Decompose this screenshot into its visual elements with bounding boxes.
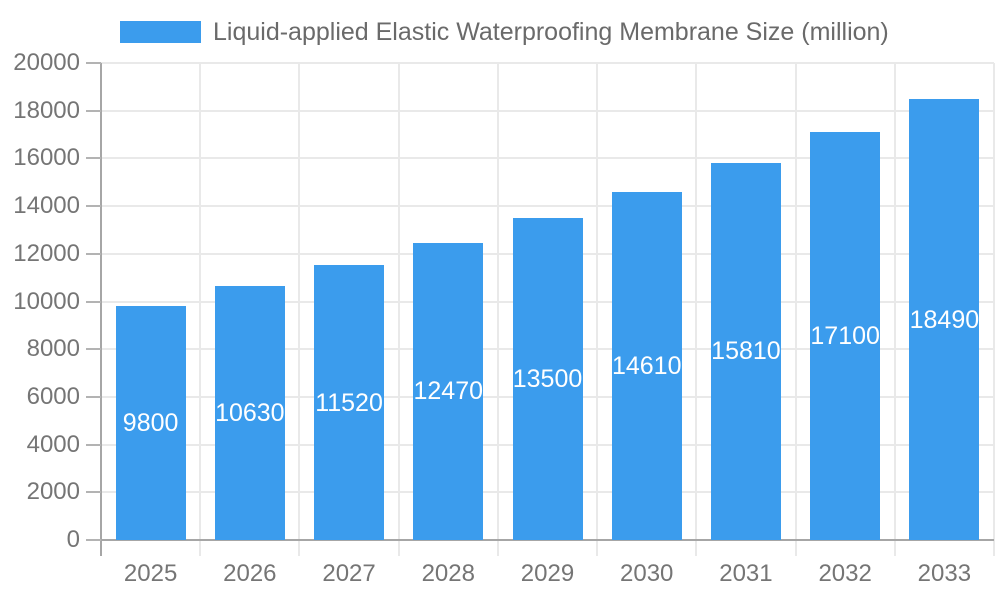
gridline-vertical <box>993 63 995 556</box>
y-tick-label: 4000 <box>26 430 80 458</box>
y-tick-label: 10000 <box>13 287 80 315</box>
y-tick-label: 8000 <box>26 335 80 363</box>
bar-value-label: 10630 <box>215 399 285 428</box>
bar <box>909 99 980 540</box>
y-tick-label: 18000 <box>13 96 80 124</box>
x-axis-line <box>86 539 994 541</box>
y-axis-tick <box>86 252 101 255</box>
gridline-vertical <box>298 63 301 556</box>
gridline-vertical <box>496 63 499 556</box>
x-tick-label: 2025 <box>123 560 178 587</box>
y-tick-label: 0 <box>66 526 80 553</box>
bar <box>214 286 285 540</box>
x-tick-label: 2027 <box>322 560 376 587</box>
bar-value-label: 17100 <box>810 322 880 351</box>
gridline-horizontal <box>101 62 994 64</box>
y-tick-label: 6000 <box>26 382 80 410</box>
y-tick-label: 14000 <box>13 192 80 220</box>
y-axis-tick <box>86 395 101 398</box>
gridline-vertical <box>794 63 797 556</box>
y-tick-label: 2000 <box>26 478 80 506</box>
x-tick-label: 2028 <box>421 560 475 587</box>
gridline-vertical <box>893 63 896 556</box>
y-tick-label: 12000 <box>13 239 80 267</box>
gridline-horizontal <box>101 157 994 160</box>
legend-label: Liquid-applied Elastic Waterproofing Mem… <box>213 18 889 46</box>
y-axis-tick <box>86 109 101 112</box>
y-axis-tick <box>86 491 101 494</box>
y-axis-tick <box>86 539 101 541</box>
gridline-vertical <box>199 63 202 556</box>
bar-value-label: 11520 <box>315 388 383 417</box>
y-axis-tick <box>86 157 101 160</box>
y-axis-tick <box>86 348 101 351</box>
y-axis-tick <box>86 62 101 64</box>
gridline-vertical <box>397 63 400 556</box>
bar-value-label: 18490 <box>909 305 980 334</box>
legend-item[interactable]: Liquid-applied Elastic Waterproofing Mem… <box>120 14 889 50</box>
bar <box>810 132 881 540</box>
y-tick-label: 20000 <box>13 49 80 76</box>
y-tick-label: 16000 <box>13 144 80 172</box>
x-tick-label: 2031 <box>719 560 773 587</box>
bar <box>314 265 385 540</box>
gridline-vertical <box>695 63 698 556</box>
y-axis-tick <box>86 300 101 303</box>
bar-value-label: 9800 <box>122 409 179 438</box>
legend-swatch <box>120 21 201 43</box>
bar-value-label: 14610 <box>611 351 682 380</box>
x-tick-label: 2029 <box>520 560 575 587</box>
bar <box>710 162 781 540</box>
y-axis-line <box>100 63 102 556</box>
bar <box>611 191 682 540</box>
bar <box>413 242 484 540</box>
gridline-vertical <box>596 63 599 556</box>
y-axis-tick <box>86 443 101 446</box>
bar-value-label: 15810 <box>711 337 781 366</box>
gridline-horizontal <box>101 205 994 208</box>
gridline-horizontal <box>101 109 994 112</box>
y-axis-tick <box>86 205 101 208</box>
x-tick-label: 2033 <box>917 560 972 587</box>
bar-value-label: 13500 <box>512 365 583 393</box>
bar <box>512 218 583 540</box>
x-tick-label: 2026 <box>223 560 277 587</box>
bar-value-label: 12470 <box>413 377 484 406</box>
x-tick-label: 2030 <box>620 560 674 587</box>
bar <box>115 306 186 540</box>
x-tick-label: 2032 <box>818 560 872 587</box>
